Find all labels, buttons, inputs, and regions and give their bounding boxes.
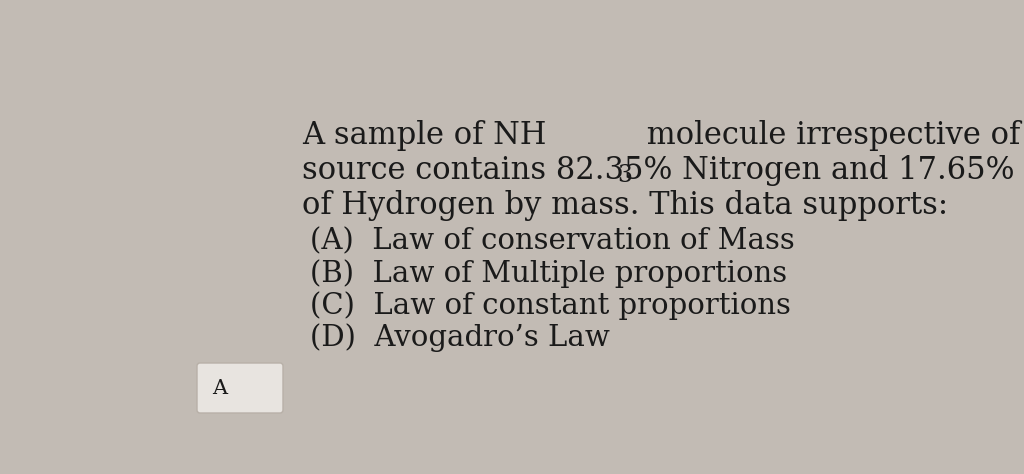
Text: (C)  Law of constant proportions: (C) Law of constant proportions <box>310 291 791 320</box>
Text: A sample of NH: A sample of NH <box>302 120 547 151</box>
FancyBboxPatch shape <box>197 363 283 413</box>
Text: molecule irrespective of: molecule irrespective of <box>637 120 1020 151</box>
Text: of Hydrogen by mass. This data supports:: of Hydrogen by mass. This data supports: <box>302 190 948 221</box>
Text: source contains 82.35% Nitrogen and 17.65%: source contains 82.35% Nitrogen and 17.6… <box>302 155 1015 186</box>
Text: (B)  Law of Multiple proportions: (B) Law of Multiple proportions <box>310 259 787 288</box>
Text: (D)  Avogadro’s Law: (D) Avogadro’s Law <box>310 323 610 352</box>
Text: A: A <box>212 379 227 398</box>
Text: 3: 3 <box>617 164 633 187</box>
Text: (A)  Law of conservation of Mass: (A) Law of conservation of Mass <box>310 227 795 255</box>
Text: 3: 3 <box>617 164 633 187</box>
